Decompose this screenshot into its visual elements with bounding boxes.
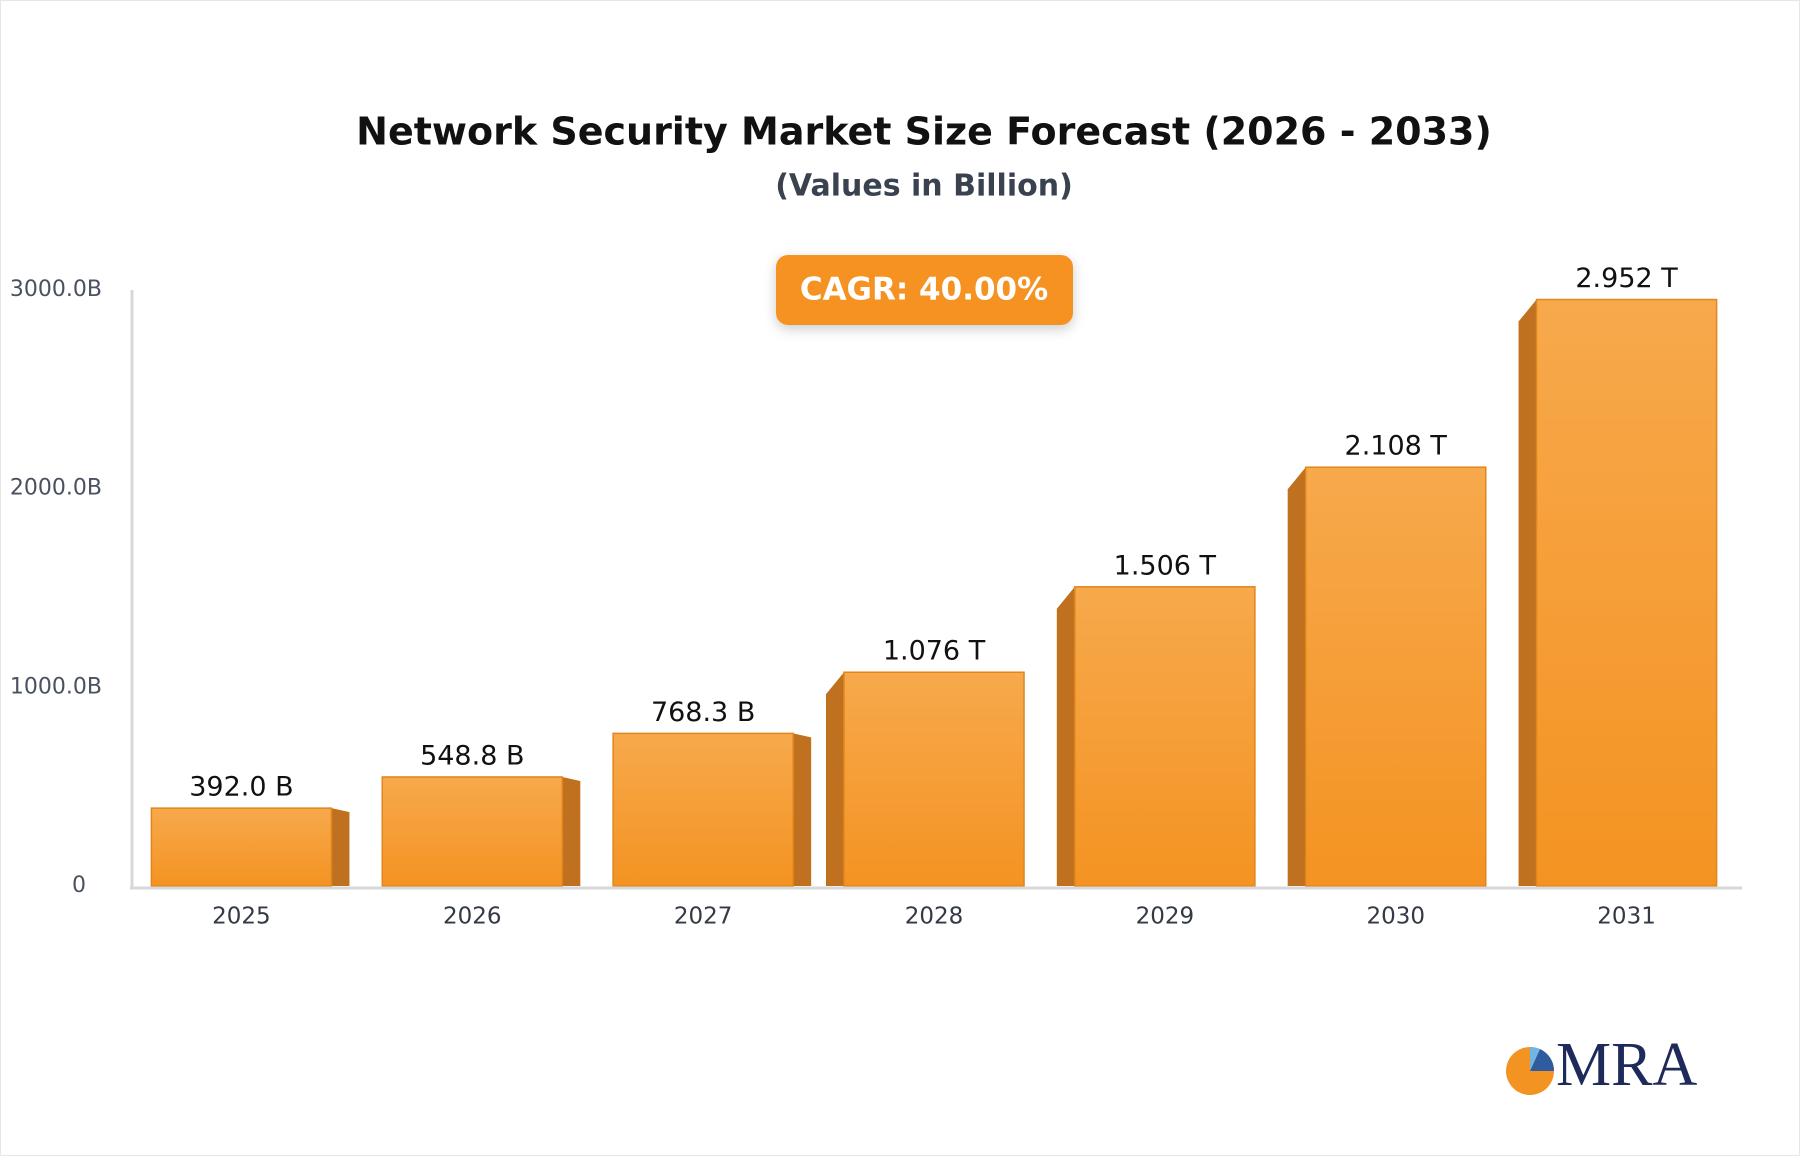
bar-side xyxy=(331,808,350,886)
chart-subtitle: (Values in Billion) xyxy=(775,169,1073,204)
bar xyxy=(381,776,564,887)
y-tick-label: 1000.0B xyxy=(10,674,102,699)
logo-text: MRA xyxy=(1556,1031,1697,1099)
chart-title: Network Security Market Size Forecast (2… xyxy=(356,110,1492,154)
bar-side xyxy=(1287,467,1306,886)
plot: 0 1000.0B 2000.0B 3000.0B 2025 392.0 B 2026 548… xyxy=(10,263,1718,930)
bar xyxy=(1074,586,1256,887)
x-tick-label: 2026 xyxy=(443,904,502,930)
value-label: 548.8 B xyxy=(420,740,524,771)
bar-side xyxy=(1056,586,1075,886)
x-tick-label: 2031 xyxy=(1597,904,1656,930)
x-tick-label: 2027 xyxy=(674,904,733,930)
logo: MRA xyxy=(1506,1031,1697,1099)
bar xyxy=(1535,298,1718,887)
bar xyxy=(612,732,794,887)
cagr-badge: CAGR: 40.00% xyxy=(776,255,1073,325)
logo-icon-slice xyxy=(1530,1049,1555,1071)
bar xyxy=(1304,466,1487,887)
bar-side xyxy=(825,672,844,886)
value-label: 1.076 T xyxy=(883,636,986,667)
badge-text: CAGR: 40.00% xyxy=(800,272,1048,308)
logo-icon-slice xyxy=(1530,1046,1540,1071)
bar-side xyxy=(1518,299,1537,886)
value-label: 2.952 T xyxy=(1575,263,1678,294)
bar xyxy=(843,671,1025,887)
x-tick-label: 2029 xyxy=(1136,904,1195,930)
bar-side xyxy=(562,776,581,886)
y-tick-label: 0 xyxy=(72,873,86,898)
x-tick-label: 2030 xyxy=(1366,904,1425,930)
badge-box xyxy=(776,255,1073,325)
value-label: 2.108 T xyxy=(1345,431,1448,462)
y-tick-label: 3000.0B xyxy=(10,277,102,302)
value-label: 1.506 T xyxy=(1114,550,1217,581)
bar-side xyxy=(793,733,812,886)
value-label: 768.3 B xyxy=(651,697,755,728)
y-tick-label: 2000.0B xyxy=(10,476,102,501)
x-tick-label: 2025 xyxy=(212,904,271,930)
bar xyxy=(150,807,333,887)
x-tick-label: 2028 xyxy=(905,904,964,930)
value-label: 392.0 B xyxy=(189,772,293,803)
